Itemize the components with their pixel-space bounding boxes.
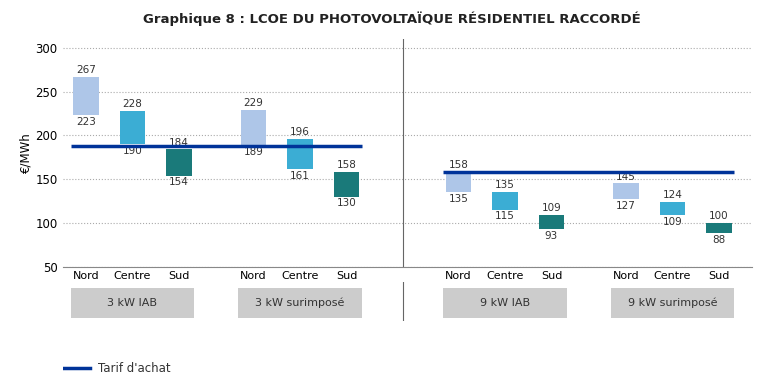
Bar — [73, 77, 99, 115]
Y-axis label: €/MWh: €/MWh — [20, 132, 33, 173]
Text: 184: 184 — [169, 138, 189, 148]
Bar — [706, 223, 732, 233]
Bar — [493, 192, 518, 210]
Text: 100: 100 — [709, 211, 729, 221]
Text: 135: 135 — [449, 194, 468, 204]
Text: 223: 223 — [76, 117, 96, 127]
Text: 135: 135 — [495, 180, 515, 191]
Bar — [613, 183, 639, 199]
FancyBboxPatch shape — [611, 288, 734, 318]
Text: 88: 88 — [713, 235, 726, 245]
Text: 9 kW IAB: 9 kW IAB — [480, 298, 530, 308]
FancyBboxPatch shape — [70, 288, 194, 318]
Text: 115: 115 — [495, 211, 515, 221]
Text: 189: 189 — [244, 147, 263, 157]
Text: 145: 145 — [616, 172, 636, 182]
Text: Graphique 8 : LCOE DU PHOTOVOLTAÏQUE RÉSIDENTIEL RACCORDÉ: Graphique 8 : LCOE DU PHOTOVOLTAÏQUE RÉS… — [143, 12, 640, 26]
FancyBboxPatch shape — [443, 288, 567, 318]
Text: 3 kW surimposé: 3 kW surimposé — [255, 298, 345, 308]
Bar — [539, 215, 565, 229]
Text: 109: 109 — [662, 217, 683, 227]
Bar — [334, 172, 359, 197]
Text: 267: 267 — [76, 65, 96, 75]
Text: Tarif d'achat: Tarif d'achat — [98, 362, 171, 375]
Bar — [166, 149, 192, 176]
Text: 124: 124 — [662, 190, 683, 200]
Text: 190: 190 — [123, 146, 143, 156]
Text: 130: 130 — [337, 198, 356, 209]
Text: 3 kW IAB: 3 kW IAB — [107, 298, 157, 308]
Text: 9 kW surimposé: 9 kW surimposé — [628, 298, 717, 308]
Bar — [287, 139, 313, 169]
Text: 196: 196 — [290, 127, 310, 137]
Bar — [120, 111, 146, 144]
Text: 228: 228 — [122, 99, 143, 109]
Text: 229: 229 — [244, 98, 263, 108]
FancyBboxPatch shape — [238, 288, 362, 318]
Text: 109: 109 — [542, 203, 561, 213]
Bar — [240, 110, 266, 145]
Text: 127: 127 — [616, 201, 636, 211]
Text: 161: 161 — [290, 171, 310, 181]
Text: 158: 158 — [449, 160, 468, 171]
Bar — [446, 172, 471, 192]
Text: 93: 93 — [545, 231, 558, 241]
Text: 154: 154 — [169, 177, 189, 187]
Bar — [660, 202, 685, 215]
Text: 158: 158 — [337, 160, 356, 171]
